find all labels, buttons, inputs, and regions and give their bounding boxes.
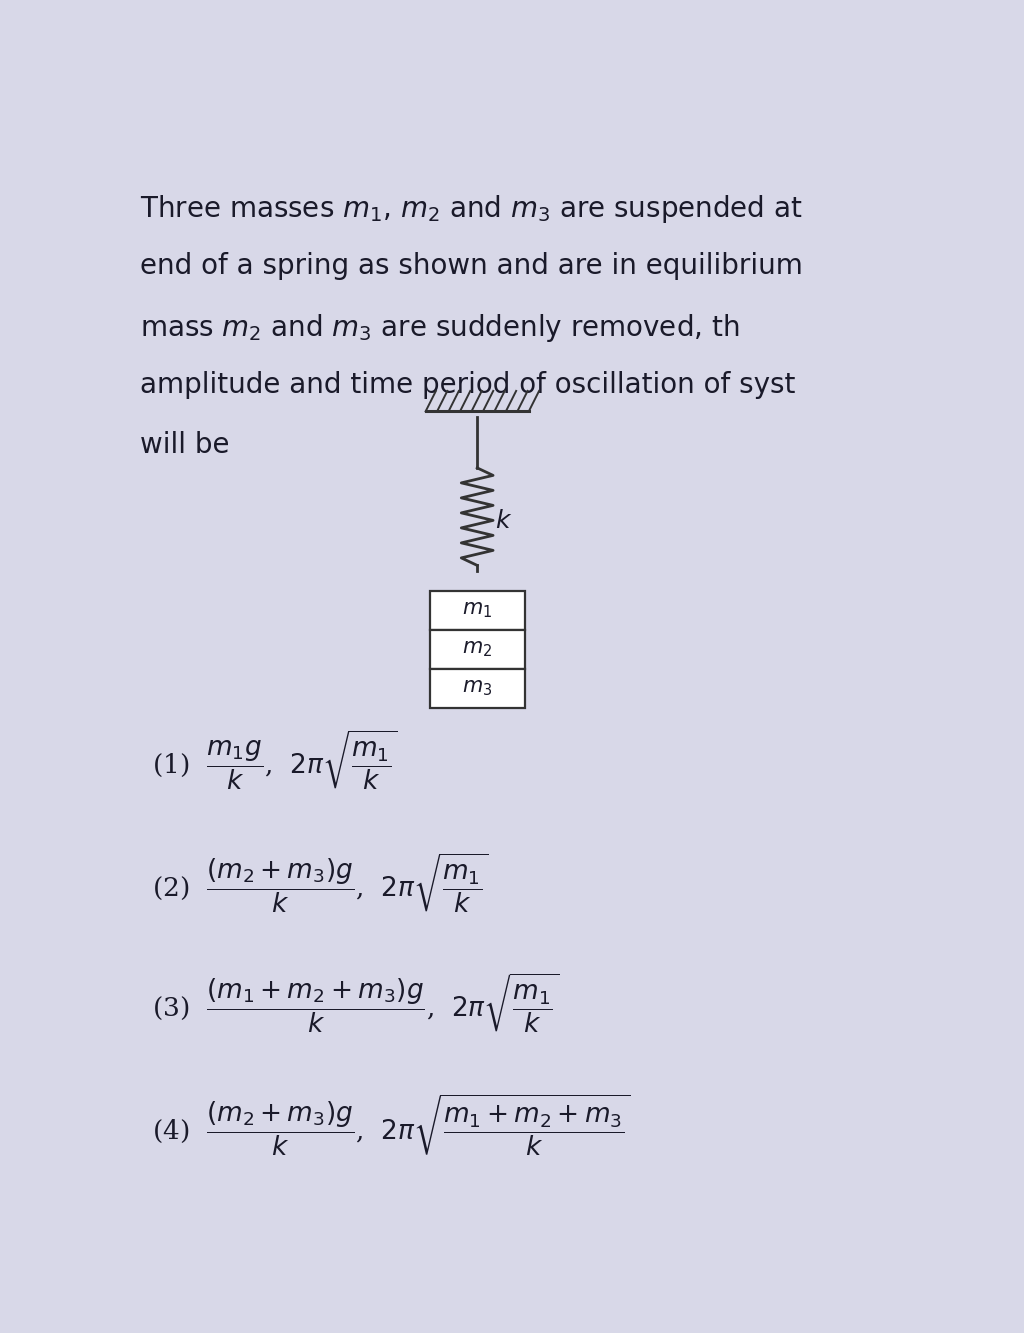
Text: $m_2$: $m_2$ — [462, 640, 493, 660]
Bar — [430, 591, 525, 631]
Text: $m_3$: $m_3$ — [462, 678, 493, 698]
Text: (3)  $\dfrac{(m_1 + m_2 + m_3)g}{k}$,  $2\pi\sqrt{\dfrac{m_1}{k}}$: (3) $\dfrac{(m_1 + m_2 + m_3)g}{k}$, $2\… — [152, 972, 559, 1036]
Bar — [430, 669, 525, 708]
Text: (4)  $\dfrac{(m_2 + m_3)g}{k}$,  $2\pi\sqrt{\dfrac{m_1 + m_2 + m_3}{k}}$: (4) $\dfrac{(m_2 + m_3)g}{k}$, $2\pi\sqr… — [152, 1092, 631, 1157]
Text: mass $m_2$ and $m_3$ are suddenly removed, th: mass $m_2$ and $m_3$ are suddenly remove… — [140, 312, 739, 344]
Text: will be: will be — [140, 431, 229, 459]
Bar — [430, 631, 525, 669]
Text: amplitude and time period of oscillation of syst: amplitude and time period of oscillation… — [140, 372, 796, 400]
Text: $m_1$: $m_1$ — [462, 601, 493, 620]
Text: $k$: $k$ — [495, 509, 512, 533]
Text: (2)  $\dfrac{(m_2 + m_3)g}{k}$,  $2\pi\sqrt{\dfrac{m_1}{k}}$: (2) $\dfrac{(m_2 + m_3)g}{k}$, $2\pi\sqr… — [152, 852, 488, 916]
Text: end of a spring as shown and are in equilibrium: end of a spring as shown and are in equi… — [140, 252, 803, 280]
Text: Three masses $m_1$, $m_2$ and $m_3$ are suspended at: Three masses $m_1$, $m_2$ and $m_3$ are … — [140, 193, 803, 225]
Text: (1)  $\dfrac{m_1 g}{k}$,  $2\pi\sqrt{\dfrac{m_1}{k}}$: (1) $\dfrac{m_1 g}{k}$, $2\pi\sqrt{\dfra… — [152, 729, 397, 792]
